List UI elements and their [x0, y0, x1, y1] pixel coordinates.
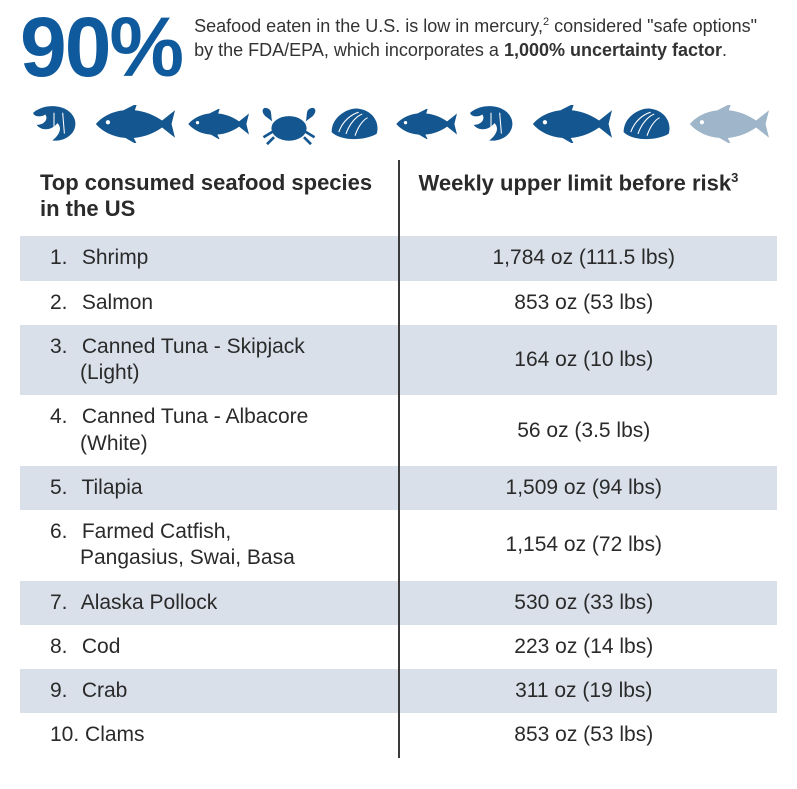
fish-icon [683, 105, 769, 143]
limit-value: 223 oz (14 lbs) [514, 634, 653, 660]
table-row-limit: 56 oz (3.5 lbs) [399, 395, 778, 466]
table-row-limit: 853 oz (53 lbs) [399, 713, 778, 757]
table-row-species: 5. Tilapia [20, 466, 399, 510]
table-row-limit: 853 oz (53 lbs) [399, 281, 778, 325]
limit-value: 530 oz (33 lbs) [514, 590, 653, 616]
table-row-species: 2. Salmon [20, 281, 399, 325]
table-row-species: 10. Clams [20, 713, 399, 757]
fish-icon [183, 109, 249, 139]
crab-icon [258, 102, 320, 146]
species-name: Salmon [82, 291, 153, 314]
limit-value: 164 oz (10 lbs) [514, 347, 653, 373]
table-row-limit: 1,784 oz (111.5 lbs) [399, 236, 778, 280]
limit-value: 56 oz (3.5 lbs) [517, 418, 650, 444]
species-name: Crab [82, 679, 128, 702]
clam-icon [328, 105, 382, 143]
seafood-icon-row [20, 96, 777, 160]
shrimp-icon [28, 104, 80, 144]
table-row-species: 4. Canned Tuna - Albacore (White) [20, 395, 399, 466]
species-name-line2: (White) [50, 431, 308, 457]
row-number: 6. [50, 519, 76, 545]
headline-part3: . [722, 40, 727, 60]
species-name: Canned Tuna - Albacore [82, 405, 309, 428]
row-number: 4. [50, 404, 76, 430]
row-number: 7. [50, 590, 76, 616]
limit-value: 1,509 oz (94 lbs) [506, 475, 662, 501]
fish-icon [391, 109, 457, 139]
limit-value: 311 oz (19 lbs) [515, 678, 652, 704]
shrimp-icon [465, 104, 517, 144]
table-row-species: 7. Alaska Pollock [20, 581, 399, 625]
table-row-limit: 530 oz (33 lbs) [399, 581, 778, 625]
table-row-limit: 164 oz (10 lbs) [399, 325, 778, 396]
column-header-species: Top consumed seafood species in the US [20, 160, 399, 237]
species-name-line2: Pangasius, Swai, Basa [50, 545, 295, 571]
limit-value: 853 oz (53 lbs) [514, 722, 653, 748]
header: 90% Seafood eaten in the U.S. is low in … [20, 10, 777, 86]
fish-icon [526, 105, 612, 143]
fish-small-icon [183, 109, 249, 139]
fish-icon [89, 105, 175, 143]
row-number: 1. [50, 245, 76, 271]
table-row-limit: 1,154 oz (72 lbs) [399, 510, 778, 581]
species-name: Shrimp [82, 246, 149, 269]
table-row-limit: 223 oz (14 lbs) [399, 625, 778, 669]
headline-bold: 1,000% uncertainty factor [504, 40, 722, 60]
species-name: Alaska Pollock [81, 591, 218, 614]
table-row-limit: 1,509 oz (94 lbs) [399, 466, 778, 510]
table-row-species: 8. Cod [20, 625, 399, 669]
row-number: 2. [50, 290, 76, 316]
table-row-limit: 311 oz (19 lbs) [399, 669, 778, 713]
table-row-species: 3. Canned Tuna - Skipjack(Light) [20, 325, 399, 396]
clam-icon [620, 105, 674, 143]
limit-value: 1,154 oz (72 lbs) [506, 532, 662, 558]
species-name: Tilapia [81, 476, 142, 499]
species-name: Clams [85, 723, 145, 746]
clam-icon [620, 105, 674, 143]
clam-icon [328, 105, 382, 143]
footnote-ref-3: 3 [731, 170, 738, 185]
fish-icon [89, 105, 175, 143]
fish-icon [683, 105, 769, 143]
row-number: 9. [50, 678, 76, 704]
row-number: 10. [50, 722, 79, 748]
column-header-limit-text: Weekly upper limit before risk [419, 170, 732, 195]
table-row-species: 1. Shrimp [20, 236, 399, 280]
fish-icon [526, 105, 612, 143]
shrimp-icon [28, 104, 80, 144]
limit-value: 853 oz (53 lbs) [514, 290, 653, 316]
species-name: Canned Tuna - Skipjack [82, 335, 305, 358]
row-number: 5. [50, 475, 76, 501]
headline-percent: 90% [20, 10, 182, 86]
shrimp-icon [465, 104, 517, 144]
crab-icon [258, 102, 320, 146]
seafood-table: Top consumed seafood species in the US W… [20, 160, 777, 758]
column-header-limit: Weekly upper limit before risk3 [399, 160, 778, 237]
table-row-species: 9. Crab [20, 669, 399, 713]
limit-value: 1,784 oz (111.5 lbs) [493, 245, 676, 271]
species-name-line2: (Light) [50, 360, 305, 386]
headline-text: Seafood eaten in the U.S. is low in merc… [194, 10, 777, 63]
table-row-species: 6. Farmed Catfish,Pangasius, Swai, Basa [20, 510, 399, 581]
fish-small-icon [391, 109, 457, 139]
row-number: 3. [50, 334, 76, 360]
row-number: 8. [50, 634, 76, 660]
species-name: Farmed Catfish, [82, 520, 231, 543]
headline-part1: Seafood eaten in the U.S. is low in merc… [194, 16, 543, 36]
species-name: Cod [82, 635, 121, 658]
